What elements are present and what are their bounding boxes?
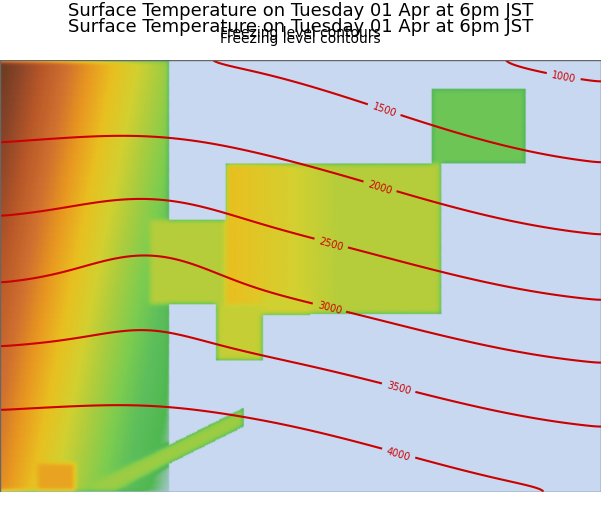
Text: 1500: 1500 [371,102,397,119]
Text: 3000: 3000 [316,300,343,316]
Text: Freezing level contours: Freezing level contours [220,32,381,45]
Text: 4000: 4000 [385,445,412,462]
Text: 2000: 2000 [367,179,393,195]
Text: 1000: 1000 [551,70,576,84]
Text: 2500: 2500 [318,236,344,252]
Text: Freezing level contours: Freezing level contours [220,25,381,39]
Text: Surface Temperature on Tuesday 01 Apr at 6pm JST: Surface Temperature on Tuesday 01 Apr at… [68,18,533,36]
Text: 3500: 3500 [385,380,412,396]
Text: Surface Temperature on Tuesday 01 Apr at 6pm JST: Surface Temperature on Tuesday 01 Apr at… [68,2,533,20]
